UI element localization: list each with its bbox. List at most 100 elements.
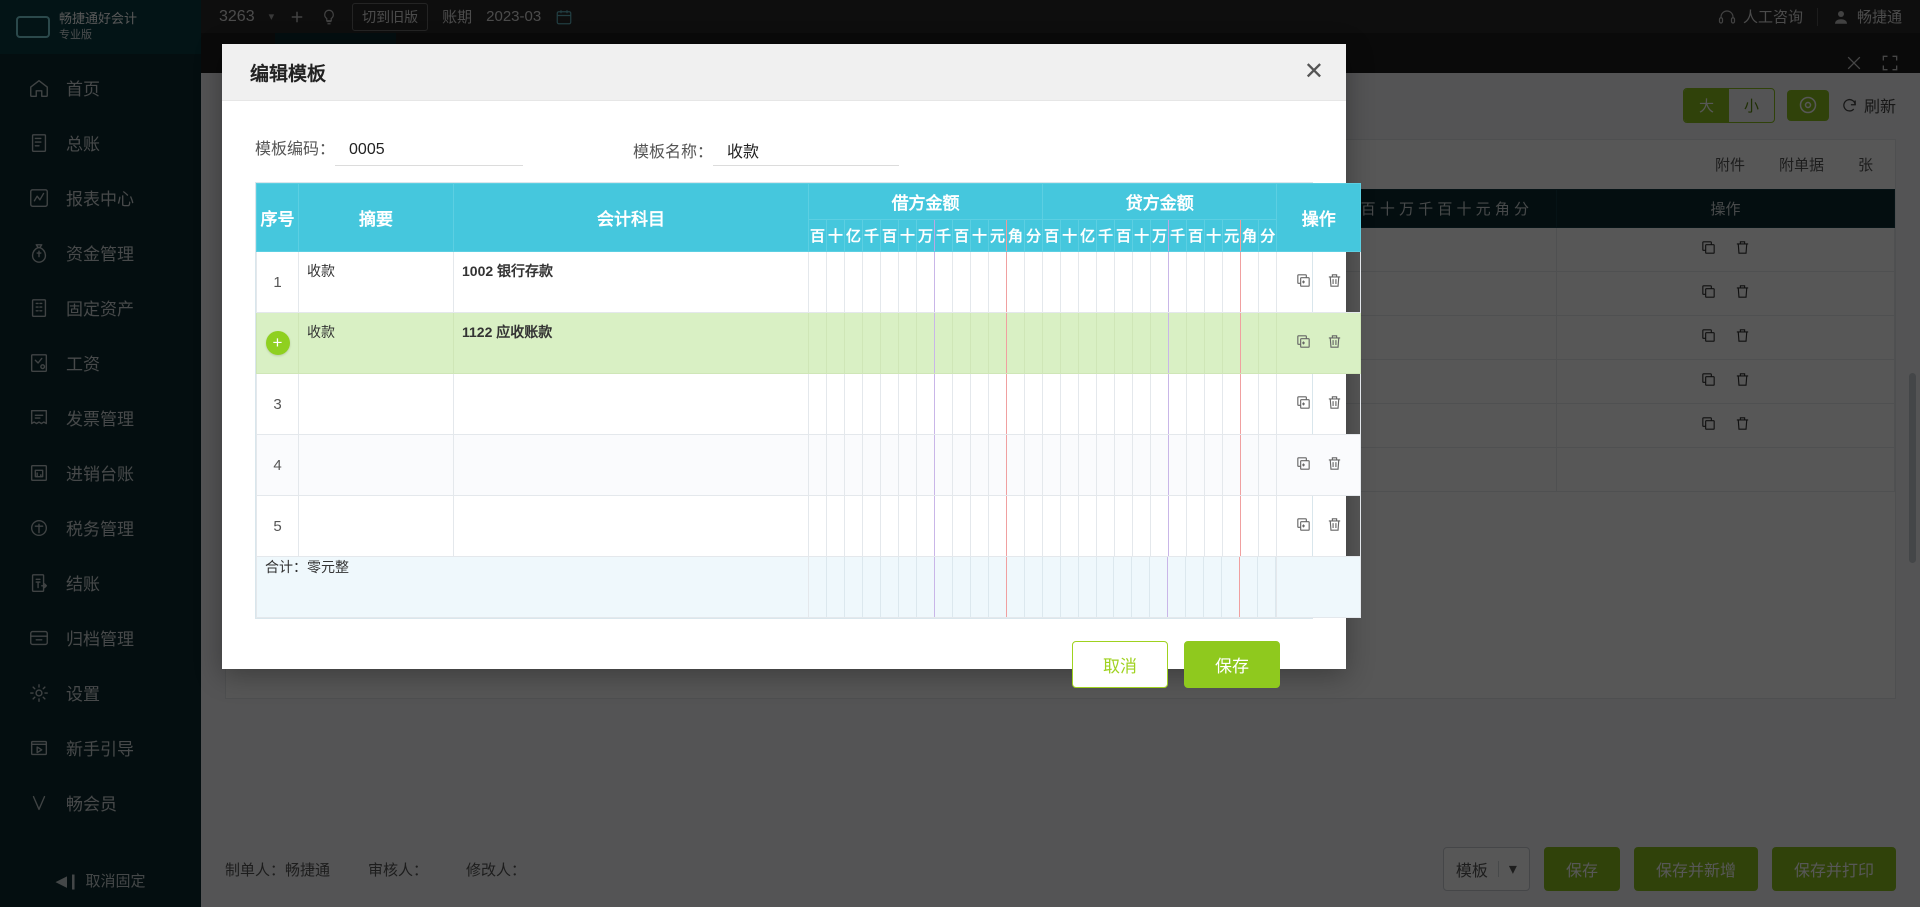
template-code-input[interactable] <box>335 139 524 166</box>
amount-cell-debit-6[interactable] <box>916 495 935 557</box>
sidebar-item-14[interactable]: 畅会员 <box>0 775 201 830</box>
amount-cell-credit-2[interactable] <box>1078 373 1098 435</box>
amount-cell-credit-9[interactable] <box>1204 434 1224 496</box>
row-actions[interactable] <box>1276 312 1362 374</box>
amount-cell-credit-6[interactable] <box>1150 373 1170 435</box>
amount-cell-credit-10[interactable] <box>1222 434 1242 496</box>
amount-cell-debit-2[interactable] <box>844 312 863 374</box>
amount-cell-credit-11[interactable] <box>1240 495 1260 557</box>
cancel-button[interactable]: 取消 <box>1072 641 1168 688</box>
amount-cell-debit-5[interactable] <box>898 495 917 557</box>
row-actions[interactable] <box>1556 227 1895 272</box>
amount-cell-debit-0[interactable] <box>808 312 827 374</box>
amount-cell-debit-6[interactable] <box>916 312 935 374</box>
amount-cell-debit-0[interactable] <box>808 251 827 313</box>
amount-cell-debit-8[interactable] <box>952 495 971 557</box>
table-row[interactable]: 3 <box>256 373 1362 435</box>
amount-cell-debit-4[interactable] <box>880 373 899 435</box>
amount-cell-debit-1[interactable] <box>826 434 845 496</box>
chevron-down-icon[interactable]: ▾ <box>268 11 275 23</box>
template-dropdown-button[interactable]: 模板 ▾ <box>1442 847 1530 891</box>
amount-cell-debit-6[interactable] <box>916 434 935 496</box>
amount-cell-debit-10[interactable] <box>988 495 1007 557</box>
sidebar-item-12[interactable]: 设置 <box>0 665 201 720</box>
sidebar-item-6[interactable]: 工资 <box>0 335 201 390</box>
amount-cell-debit-11[interactable] <box>1006 434 1025 496</box>
amount-cell-debit-11[interactable] <box>1006 251 1025 313</box>
trash-icon[interactable] <box>1326 333 1343 350</box>
amount-cell-credit-7[interactable] <box>1168 312 1188 374</box>
amount-cell-credit-0[interactable] <box>1042 495 1062 557</box>
trash-icon[interactable] <box>1326 394 1343 411</box>
row-actions[interactable] <box>1276 495 1362 557</box>
amount-cell-debit-8[interactable] <box>952 312 971 374</box>
amount-cell-debit-1[interactable] <box>826 312 845 374</box>
amount-cell-credit-5[interactable] <box>1132 251 1152 313</box>
amount-cell-debit-0[interactable] <box>808 434 827 496</box>
amount-cell-debit-10[interactable] <box>988 312 1007 374</box>
amount-cell-debit-9[interactable] <box>970 495 989 557</box>
amount-cell-debit-11[interactable] <box>1006 312 1025 374</box>
amount-cell-debit-8[interactable] <box>952 251 971 313</box>
amount-cell-debit-2[interactable] <box>844 373 863 435</box>
trash-icon[interactable] <box>1326 455 1343 472</box>
amount-cell-credit-0[interactable] <box>1042 251 1062 313</box>
copy-add-icon[interactable] <box>1295 455 1312 472</box>
table-row[interactable]: 4 <box>256 434 1362 496</box>
amount-cell-credit-3[interactable] <box>1096 434 1116 496</box>
amount-cell-debit-5[interactable] <box>898 251 917 313</box>
sidebar-item-11[interactable]: 归档管理 <box>0 610 201 665</box>
amount-cell-debit-3[interactable] <box>862 312 881 374</box>
amount-cell-debit-6[interactable] <box>916 373 935 435</box>
amount-cell-debit-4[interactable] <box>880 495 899 557</box>
sidebar-item-3[interactable]: 报表中心 <box>0 170 201 225</box>
amount-cell-credit-5[interactable] <box>1132 495 1152 557</box>
attach-file-label[interactable]: 附件 <box>1714 157 1745 174</box>
copy-add-icon[interactable] <box>1295 516 1312 533</box>
sidebar-item-2[interactable]: 总账 <box>0 115 201 170</box>
amount-cell-credit-11[interactable] <box>1240 312 1260 374</box>
close-icon[interactable] <box>1844 53 1864 73</box>
row-subject[interactable] <box>453 373 809 435</box>
row-actions[interactable] <box>1556 315 1895 360</box>
amount-cell-credit-10[interactable] <box>1222 495 1242 557</box>
row-actions[interactable] <box>1556 271 1895 316</box>
row-summary[interactable] <box>298 495 454 557</box>
amount-cell-debit-10[interactable] <box>988 251 1007 313</box>
row-summary[interactable]: 收款 <box>298 251 454 313</box>
amount-cell-debit-8[interactable] <box>952 434 971 496</box>
row-subject[interactable] <box>453 495 809 557</box>
amount-cell-debit-10[interactable] <box>988 434 1007 496</box>
amount-cell-debit-7[interactable] <box>934 251 953 313</box>
amount-cell-credit-4[interactable] <box>1114 434 1134 496</box>
table-row[interactable]: + 收款 1122 应收账款 <box>256 312 1362 374</box>
amount-cell-credit-6[interactable] <box>1150 251 1170 313</box>
amount-cell-credit-7[interactable] <box>1168 251 1188 313</box>
amount-cell-credit-2[interactable] <box>1078 312 1098 374</box>
row-actions[interactable] <box>1556 359 1895 404</box>
row-actions[interactable] <box>1276 251 1362 313</box>
font-size-toggle[interactable]: 大 小 <box>1682 87 1775 123</box>
amount-cell-credit-5[interactable] <box>1132 312 1152 374</box>
amount-cell-debit-4[interactable] <box>880 251 899 313</box>
save-and-print-button[interactable]: 保存并打印 <box>1771 847 1896 891</box>
sidebar-item-10[interactable]: 结账 <box>0 555 201 610</box>
table-row[interactable]: 1 收款 1002 银行存款 <box>256 251 1362 313</box>
amount-cell-debit-5[interactable] <box>898 373 917 435</box>
size-small-option[interactable]: 小 <box>1743 97 1759 115</box>
amount-cell-credit-1[interactable] <box>1060 434 1080 496</box>
sidebar-item-13[interactable]: 新手引导 <box>0 720 201 775</box>
row-actions[interactable] <box>1276 373 1362 435</box>
add-icon[interactable] <box>288 8 306 26</box>
amount-cell-debit-0[interactable] <box>808 373 827 435</box>
save-button[interactable]: 保存 <box>1543 847 1620 891</box>
amount-cell-debit-7[interactable] <box>934 434 953 496</box>
amount-cell-debit-9[interactable] <box>970 434 989 496</box>
table-row[interactable]: 5 <box>256 495 1362 557</box>
amount-cell-debit-5[interactable] <box>898 434 917 496</box>
amount-cell-credit-9[interactable] <box>1204 251 1224 313</box>
amount-cell-debit-4[interactable] <box>880 312 899 374</box>
copy-add-icon[interactable] <box>1295 333 1312 350</box>
sidebar-item-8[interactable]: 进销台账 <box>0 445 201 500</box>
amount-cell-debit-7[interactable] <box>934 312 953 374</box>
